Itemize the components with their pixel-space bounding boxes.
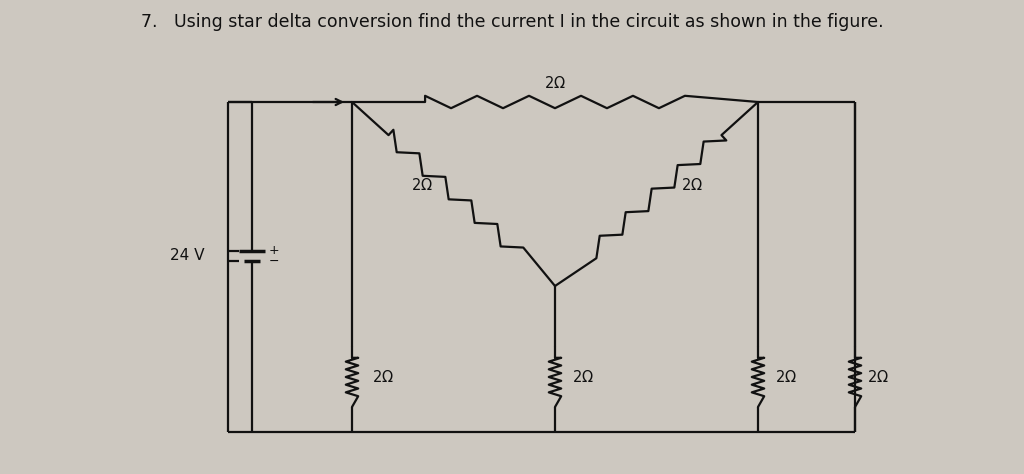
Text: −: − [269,255,280,268]
Text: 2$\Omega$: 2$\Omega$ [544,75,566,91]
Text: 2$\Omega$: 2$\Omega$ [411,177,432,193]
Text: 2$\Omega$: 2$\Omega$ [372,369,394,385]
Text: +: + [269,244,280,257]
Text: 2$\Omega$: 2$\Omega$ [867,369,889,385]
Text: 2$\Omega$: 2$\Omega$ [572,369,594,385]
Text: 24 V: 24 V [171,248,205,264]
Text: 2$\Omega$: 2$\Omega$ [775,369,797,385]
Text: 7.   Using star delta conversion find the current I in the circuit as shown in t: 7. Using star delta conversion find the … [140,13,884,31]
Text: 2$\Omega$: 2$\Omega$ [681,177,702,193]
